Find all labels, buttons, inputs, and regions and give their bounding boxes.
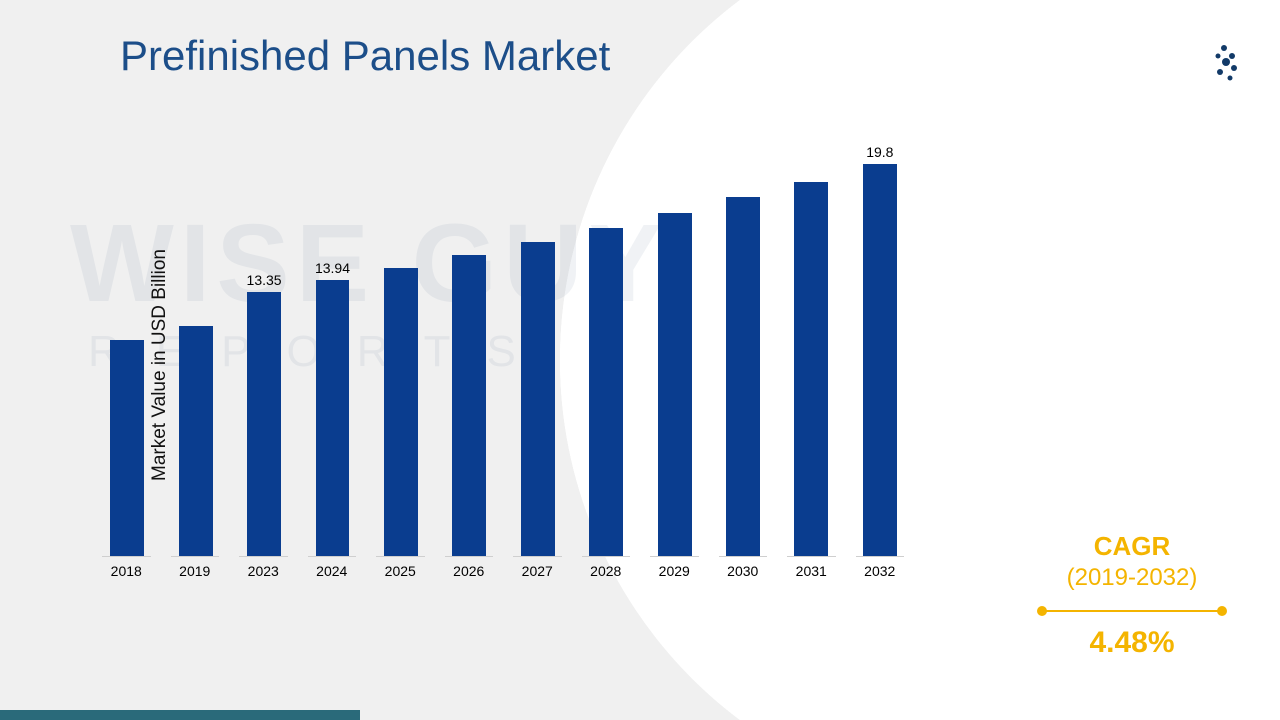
bar — [179, 326, 213, 556]
x-axis: 2018 2019 2023 2024 2025 2026 2027 2028 2029 2030… — [96, 556, 910, 590]
plot-area: 13.35 13.94 19.8 — [96, 140, 910, 556]
bar-slot — [719, 140, 767, 556]
x-tick-label: 2023 — [239, 556, 288, 590]
cagr-years: (2019-2032) — [1012, 564, 1252, 592]
bar-slot — [171, 140, 219, 556]
brand-logo: WISE GUY REPORTS — [990, 28, 1240, 80]
bars-container: 13.35 13.94 19.8 — [97, 140, 910, 556]
x-tick-label: 2027 — [513, 556, 562, 590]
x-tick-label: 2024 — [308, 556, 357, 590]
x-tick-label: 2018 — [102, 556, 151, 590]
bar-slot — [650, 140, 698, 556]
bar — [521, 242, 555, 556]
bar — [794, 182, 828, 556]
bar — [658, 213, 692, 556]
bar-slot: 13.35 — [240, 140, 288, 556]
bar-chart: Market Value in USD Billion 13.3513.9419… — [90, 140, 910, 590]
bar-slot — [377, 140, 425, 556]
cagr-title: CAGR — [1012, 531, 1252, 562]
cagr-value: 4.48% — [1012, 626, 1252, 660]
bar — [110, 340, 144, 556]
logo-head-icon — [1180, 26, 1250, 106]
bar — [316, 280, 350, 556]
bar-value-label: 13.35 — [247, 272, 282, 288]
bar-slot — [582, 140, 630, 556]
bar — [247, 292, 281, 556]
x-tick-label: 2026 — [445, 556, 494, 590]
bar — [384, 268, 418, 556]
bar-slot — [445, 140, 493, 556]
x-tick-label: 2031 — [787, 556, 836, 590]
bar — [726, 197, 760, 556]
bar-value-label: 13.94 — [315, 260, 350, 276]
x-tick-label: 2019 — [171, 556, 220, 590]
x-tick-label: 2028 — [582, 556, 631, 590]
x-tick-label: 2029 — [650, 556, 699, 590]
x-tick-label: 2032 — [856, 556, 905, 590]
x-tick-label: 2030 — [719, 556, 768, 590]
bar-value-label: 19.8 — [866, 144, 893, 160]
bar-slot — [103, 140, 151, 556]
bottom-accent-bar — [0, 710, 360, 720]
infographic-canvas: WISE GUY REPORTS Prefinished Panels Mark… — [0, 0, 1280, 720]
bar-slot: 19.8 — [856, 140, 904, 556]
bar — [452, 255, 486, 556]
bar-slot — [787, 140, 835, 556]
cagr-divider — [1042, 610, 1222, 612]
cagr-block: CAGR (2019-2032) 4.48% — [1012, 531, 1252, 660]
bar — [863, 164, 897, 556]
x-tick-label: 2025 — [376, 556, 425, 590]
bar — [589, 228, 623, 556]
chart-title: Prefinished Panels Market — [120, 32, 610, 80]
bar-slot — [514, 140, 562, 556]
bar-slot: 13.94 — [308, 140, 356, 556]
